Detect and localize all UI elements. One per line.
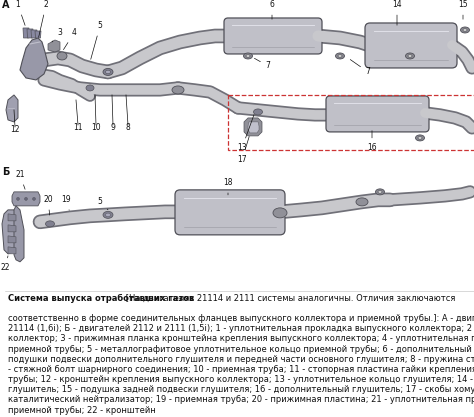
Ellipse shape [378,191,382,193]
Text: 1: 1 [16,0,25,25]
Text: А: А [2,0,9,10]
Text: [На двигателях 21114 и 2111 системы аналогичны. Отличия заключаются: [На двигателях 21114 и 2111 системы анал… [123,294,456,303]
Text: 2: 2 [38,0,48,37]
Circle shape [17,197,19,201]
Polygon shape [23,28,29,38]
Ellipse shape [273,208,287,218]
FancyBboxPatch shape [326,96,429,132]
FancyBboxPatch shape [224,18,322,54]
Text: 8: 8 [126,123,130,133]
Ellipse shape [461,27,470,33]
Polygon shape [6,95,18,122]
Text: Система выпуска отработавших газов: Система выпуска отработавших газов [9,294,195,303]
Text: Б: Б [2,167,9,177]
Text: 9: 9 [110,123,116,133]
Text: глушитель; 15 - подушка задней подвески глушителя; 16 - дополнительный глушитель: глушитель; 15 - подушка задней подвески … [9,385,474,394]
Ellipse shape [103,211,113,219]
Text: 5: 5 [98,197,108,210]
Text: приемной трубы; 5 - металлографитовое уплотнительное кольцо приемной трубы; 6 - : приемной трубы; 5 - металлографитовое уп… [9,344,474,354]
Ellipse shape [246,55,250,58]
FancyBboxPatch shape [175,190,285,235]
FancyBboxPatch shape [365,23,457,68]
Text: - стяжной болт шарнирного соединения; 10 - приемная труба; 11 - стопорная пласти: - стяжной болт шарнирного соединения; 10… [9,365,474,374]
Polygon shape [35,31,41,38]
Polygon shape [31,30,37,38]
Ellipse shape [106,213,110,216]
Polygon shape [20,38,48,80]
Ellipse shape [106,70,110,74]
Text: 11: 11 [73,123,83,133]
Text: 3: 3 [52,28,63,42]
Polygon shape [27,29,33,38]
Ellipse shape [375,189,384,195]
Ellipse shape [103,68,113,75]
Text: трубы; 12 - кронштейн крепления выпускного коллектора; 13 - уплотнительное кольц: трубы; 12 - кронштейн крепления выпускно… [9,375,474,384]
Ellipse shape [416,135,425,141]
Text: 6: 6 [270,0,274,19]
Polygon shape [248,122,259,133]
Text: 7: 7 [255,58,271,70]
Ellipse shape [57,52,67,60]
Ellipse shape [356,198,368,206]
Ellipse shape [336,53,345,59]
Polygon shape [8,225,16,232]
Text: 21: 21 [15,171,25,189]
Polygon shape [8,247,16,254]
Text: коллектор; 3 - прижимная планка кронштейна крепления выпускного коллектора; 4 - : коллектор; 3 - прижимная планка кронштей… [9,334,474,343]
Text: каталитический нейтрализатор; 19 - приемная труба; 20 - прижимная пластина; 21 -: каталитический нейтрализатор; 19 - прием… [9,395,474,404]
Text: 16: 16 [367,131,377,152]
Text: 14: 14 [392,0,402,25]
Ellipse shape [86,85,94,91]
Ellipse shape [46,221,55,227]
Circle shape [33,197,36,201]
Text: 22: 22 [0,256,10,272]
Polygon shape [2,210,16,254]
Text: 5: 5 [91,22,102,59]
Polygon shape [12,192,40,206]
Ellipse shape [463,28,467,31]
Text: 12: 12 [10,126,20,134]
Bar [228,95,474,150]
Text: 18: 18 [223,178,233,195]
Ellipse shape [244,53,253,59]
Polygon shape [48,40,60,52]
Text: 21114 (1,6i); Б - двигателей 2112 и 2111 (1,5i); 1 - уплотнительная прокладка вы: 21114 (1,6i); Б - двигателей 2112 и 2111… [9,324,474,333]
Text: 7: 7 [350,60,371,76]
Polygon shape [8,214,16,221]
Text: приемной трубы; 22 - кронштейн: приемной трубы; 22 - кронштейн [9,406,156,414]
Ellipse shape [418,136,422,139]
Polygon shape [244,118,262,136]
Text: соответственно в форме соединительных фланцев выпускного коллектора и приемной т: соответственно в форме соединительных фл… [9,314,474,323]
Ellipse shape [405,53,414,59]
Text: 13: 13 [237,115,254,152]
Text: подушки подвески дополнительного глушителя и передней части основного глушителя;: подушки подвески дополнительного глушите… [9,355,474,364]
Ellipse shape [254,109,263,115]
Polygon shape [8,236,16,243]
Ellipse shape [172,86,184,94]
Ellipse shape [408,55,412,58]
Circle shape [25,197,27,201]
Text: 19: 19 [61,196,71,210]
Polygon shape [14,206,24,262]
Text: 20: 20 [43,196,53,215]
Text: 15: 15 [458,0,468,19]
Text: 17: 17 [237,136,249,164]
Text: 10: 10 [91,123,101,133]
Ellipse shape [338,55,342,58]
Text: 4: 4 [64,28,76,50]
